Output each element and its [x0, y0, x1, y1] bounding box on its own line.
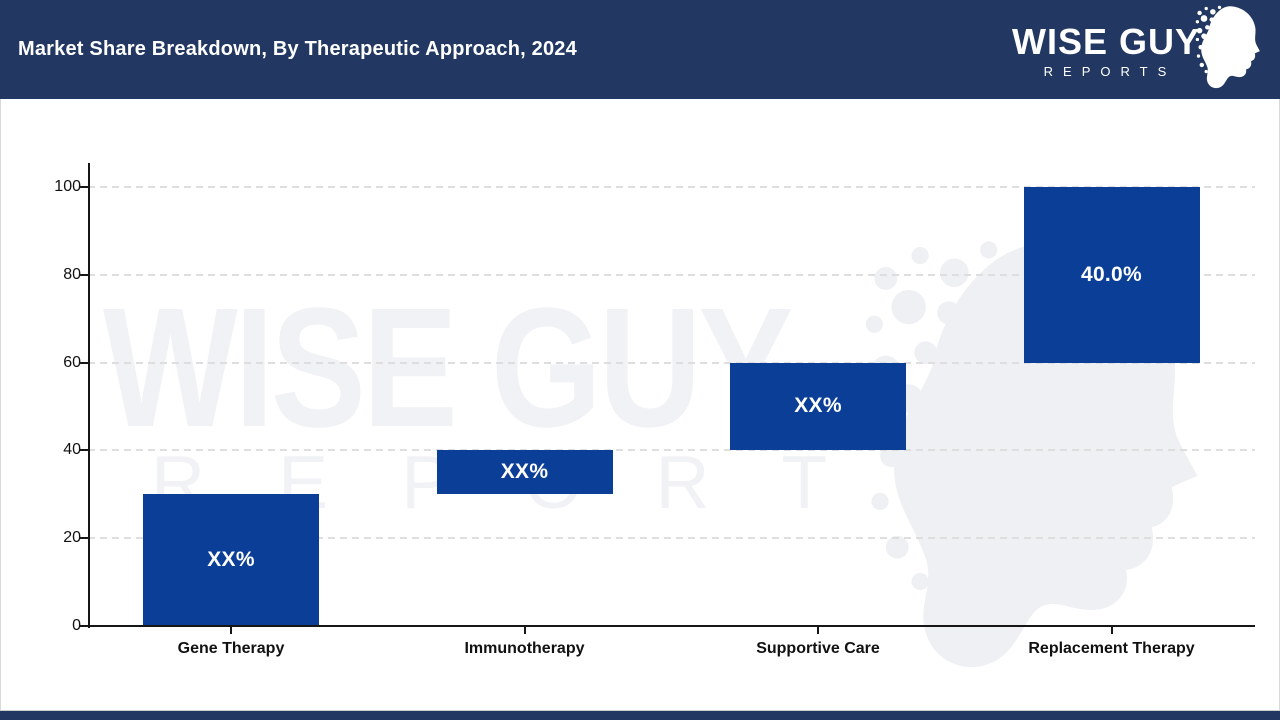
dotted-head-icon [1195, 5, 1260, 89]
x-category-label-3: Replacement Therapy [1028, 640, 1195, 657]
y-tick-0 [80, 625, 89, 627]
bar-gene-therapy: XX% [143, 494, 319, 626]
bar-immunotherapy: XX% [436, 450, 613, 495]
bar-supportive-care: XX% [730, 362, 906, 451]
x-tick-1 [523, 626, 526, 634]
bar-value-label: XX% [207, 548, 255, 572]
footer-bar [0, 710, 1280, 720]
bar-value-label: 40.0% [1080, 262, 1143, 286]
logo-name: WISE GUY [1011, 20, 1200, 62]
y-tick-20 [80, 537, 89, 540]
watermark-text: WISE GUY [103, 273, 794, 463]
y-tick-100 [80, 186, 89, 188]
y-axis-line [88, 163, 90, 628]
y-tick-60 [80, 361, 89, 364]
x-category-label-1: Immunotherapy [464, 640, 585, 657]
bar-value-label: XX% [500, 460, 549, 484]
y-tick-label-100: 100 [54, 178, 81, 195]
gridline-100 [88, 186, 1255, 188]
gridline-40 [88, 449, 1255, 452]
header-bar: Market Share Breakdown, By Therapeutic A… [0, 0, 1280, 99]
y-tick-label-20: 20 [63, 529, 81, 547]
x-tick-0 [230, 626, 232, 634]
x-category-label-0: Gene Therapy [177, 640, 285, 657]
y-tick-label-40: 40 [63, 441, 81, 459]
y-tick-label-80: 80 [63, 265, 81, 283]
chart-title: Market Share Breakdown, By Therapeutic A… [18, 38, 577, 60]
bar-replacement-therapy: 40.0% [1023, 187, 1200, 363]
bar-value-label: XX% [794, 394, 842, 418]
gridline-60 [88, 361, 1255, 364]
y-tick-40 [80, 449, 89, 452]
gridline-20 [88, 537, 1255, 540]
y-tick-label-60: 60 [63, 353, 81, 371]
gridline-80 [88, 273, 1255, 276]
logo-text: WISE GUY REPORTS [1011, 20, 1200, 79]
x-axis-line [88, 625, 1255, 627]
x-tick-2 [817, 626, 819, 634]
x-category-label-2: Supportive Care [756, 640, 880, 657]
logo-subtitle: REPORTS [1043, 63, 1177, 79]
x-tick-3 [1110, 626, 1113, 634]
y-tick-label-0: 0 [72, 617, 81, 634]
wise-guy-logo: WISE GUY REPORTS [1006, 4, 1266, 96]
y-tick-80 [80, 273, 89, 276]
